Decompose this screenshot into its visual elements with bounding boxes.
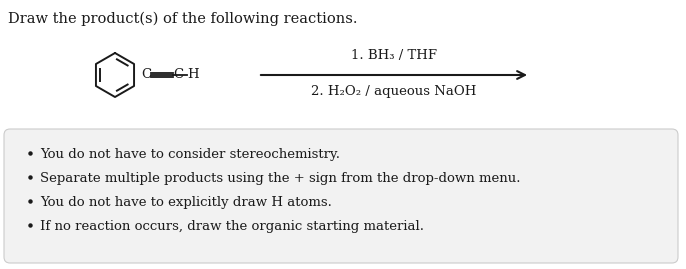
Text: If no reaction occurs, draw the organic starting material.: If no reaction occurs, draw the organic … [40, 220, 424, 233]
Text: C: C [141, 69, 151, 82]
Text: C: C [173, 69, 183, 82]
Text: 2. H₂O₂ / aqueous NaOH: 2. H₂O₂ / aqueous NaOH [311, 85, 477, 98]
Text: You do not have to explicitly draw H atoms.: You do not have to explicitly draw H ato… [40, 196, 332, 209]
Text: You do not have to consider stereochemistry.: You do not have to consider stereochemis… [40, 148, 340, 161]
Text: Separate multiple products using the + sign from the drop-down menu.: Separate multiple products using the + s… [40, 172, 521, 185]
FancyBboxPatch shape [4, 129, 678, 263]
Text: 1. BH₃ / THF: 1. BH₃ / THF [351, 49, 437, 62]
Text: Draw the product(s) of the following reactions.: Draw the product(s) of the following rea… [8, 12, 357, 26]
Text: H: H [187, 69, 199, 82]
